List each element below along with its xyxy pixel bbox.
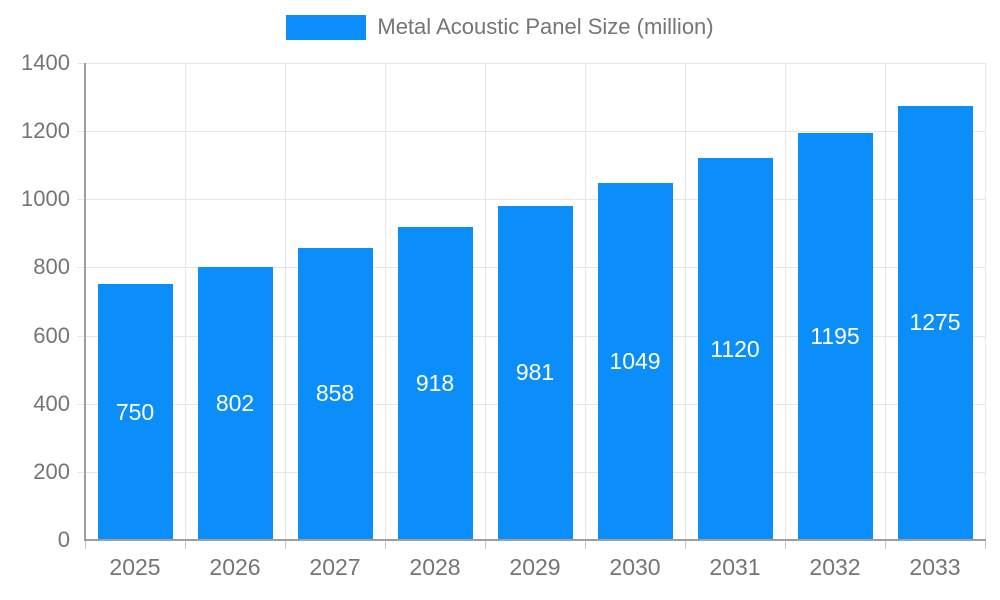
- bar-value-label: 1120: [710, 335, 760, 362]
- bar[interactable]: 858: [297, 247, 373, 540]
- x-axis-tick: [85, 540, 86, 549]
- plot-area: 0 200 400 600 800 1000 1200 1400 2025 2026 2027 202…: [21, 50, 986, 580]
- bar-value-label: 1275: [909, 309, 961, 336]
- x-axis-tick: [185, 540, 186, 549]
- legend-label: Metal Acoustic Panel Size (million): [377, 14, 714, 39]
- bar-value-label: 981: [515, 359, 555, 386]
- x-axis-label: 2029: [509, 554, 561, 580]
- x-axis-line: [84, 539, 986, 541]
- gridline-vertical: [385, 63, 386, 540]
- y-axis-tick: [77, 131, 85, 133]
- y-axis-label: 1400: [21, 50, 70, 75]
- bar[interactable]: 1120: [697, 158, 773, 540]
- x-axis-tick: [685, 540, 686, 549]
- gridline-horizontal: [85, 131, 985, 133]
- y-axis-tick: [77, 335, 85, 337]
- x-axis-label: 2030: [609, 554, 661, 580]
- y-axis-label: 1200: [21, 118, 70, 144]
- y-axis-label: 600: [33, 322, 70, 348]
- gridline-vertical: [885, 63, 886, 540]
- gridline-vertical: [285, 63, 286, 540]
- y-axis-tick: [77, 199, 85, 201]
- y-axis-label: 1000: [21, 186, 70, 212]
- y-axis-label: 0: [57, 527, 70, 552]
- x-axis-tick: [285, 540, 286, 549]
- x-axis-tick: [385, 540, 386, 549]
- gridline-vertical: [785, 63, 786, 540]
- y-axis-label: 200: [33, 458, 70, 484]
- bar[interactable]: 1275: [897, 105, 973, 540]
- bar-value-label: 1195: [810, 322, 860, 349]
- y-axis-tick: [77, 63, 85, 64]
- gridline-horizontal: [85, 63, 985, 64]
- bar-value-label: 858: [315, 380, 355, 407]
- bar[interactable]: 802: [197, 266, 273, 540]
- gridline-vertical: [485, 63, 486, 540]
- x-axis-tick: [885, 540, 886, 549]
- gridline-vertical: [685, 63, 686, 540]
- bar[interactable]: 918: [397, 227, 473, 540]
- y-axis-tick: [77, 403, 85, 405]
- y-axis-tick: [77, 471, 85, 473]
- bar-value-label: 750: [115, 398, 155, 425]
- gridline-vertical: [985, 63, 986, 540]
- bar[interactable]: 981: [497, 205, 573, 540]
- bar-value-label: 1049: [609, 347, 661, 374]
- y-axis-label: 800: [33, 254, 70, 280]
- bar-value-label: 802: [215, 389, 255, 416]
- x-axis-tick: [585, 540, 586, 549]
- x-axis-tick: [985, 540, 986, 549]
- bar[interactable]: 1195: [797, 132, 873, 540]
- x-axis-label: 2028: [409, 554, 461, 580]
- x-axis-label: 2033: [909, 554, 961, 580]
- bar-value-label: 918: [415, 370, 455, 397]
- legend-swatch: [286, 14, 367, 40]
- y-axis-tick: [77, 267, 85, 269]
- gridline-vertical: [585, 63, 586, 540]
- x-axis-label: 2026: [209, 554, 261, 580]
- x-axis-label: 2031: [709, 554, 761, 580]
- gridline-horizontal: [85, 199, 985, 201]
- bar[interactable]: 1049: [597, 182, 673, 540]
- gridline-vertical: [185, 63, 186, 540]
- y-axis-label: 400: [33, 390, 70, 416]
- x-axis-label: 2025: [109, 554, 161, 580]
- x-axis-label: 2027: [309, 554, 361, 580]
- y-axis-line: [84, 63, 86, 540]
- legend[interactable]: Metal Acoustic Panel Size (million): [0, 14, 1000, 40]
- bar[interactable]: 750: [97, 284, 173, 540]
- x-axis-tick: [785, 540, 786, 549]
- x-axis-label: 2032: [809, 554, 861, 580]
- x-axis-tick: [485, 540, 486, 549]
